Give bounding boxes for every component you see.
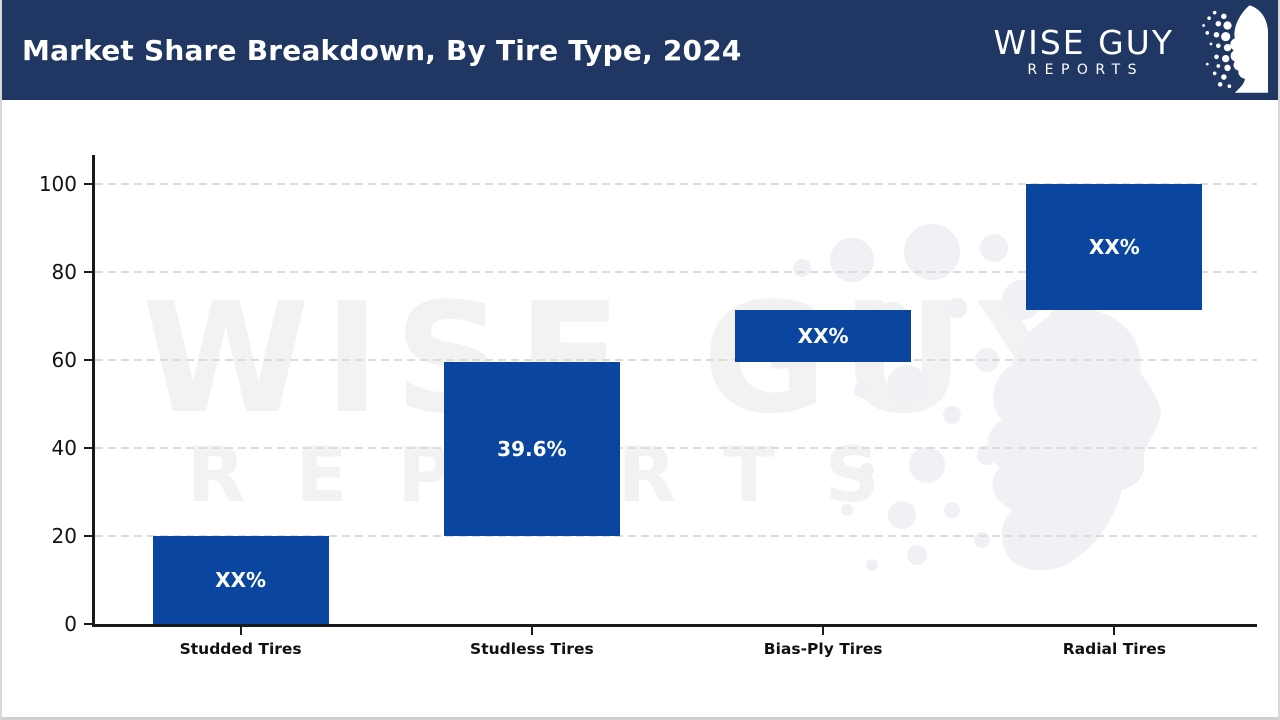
- bar-radial-tires: XX%: [1026, 184, 1203, 310]
- x-axis-label: Bias-Ply Tires: [763, 640, 883, 658]
- bar-value-label: XX%: [797, 323, 849, 348]
- gridline: [95, 183, 1257, 185]
- wiseguy-logo-face-icon: [1202, 5, 1268, 93]
- bar-bias-ply-tires: XX%: [735, 309, 912, 362]
- x-tick: [1113, 627, 1116, 635]
- logo-subtitle: REPORTS: [1027, 62, 1145, 79]
- y-tick-label: 40: [51, 436, 77, 460]
- y-tick: [84, 623, 92, 625]
- x-axis-label: Studded Tires: [179, 640, 302, 658]
- plot: 0 20 40 60 80 100 XX% Studded Tires 39.6% Studles…: [39, 155, 1257, 658]
- y-tick: [84, 359, 92, 361]
- y-tick-label: 60: [51, 348, 77, 372]
- y-tick-label: 100: [38, 172, 77, 196]
- wiseguy-logo: WISE GUY REPORTS: [993, 5, 1268, 95]
- header: Market Share Breakdown, By Tire Type, 20…: [2, 0, 1278, 100]
- page-title: Market Share Breakdown, By Tire Type, 20…: [22, 33, 742, 67]
- bar-value-label: 39.6%: [497, 436, 567, 461]
- x-tick: [239, 627, 242, 635]
- x-axis-label: Studless Tires: [470, 640, 594, 658]
- gridline: [95, 535, 1257, 537]
- bar-studless-tires: 39.6%: [443, 361, 620, 536]
- bar-value-label: XX%: [215, 568, 267, 592]
- y-tick: [84, 447, 92, 449]
- x-axis-label: Radial Tires: [1062, 640, 1166, 658]
- y-tick: [84, 183, 92, 185]
- chart-area: WISE GUY REPORTS 020406080100XX%Studded …: [2, 100, 1278, 717]
- y-tick-label: 20: [51, 524, 77, 548]
- gridline: [95, 271, 1257, 273]
- bar-value-label: XX%: [1088, 234, 1140, 259]
- gridline: [95, 359, 1257, 361]
- bar-studded-tires: XX%: [152, 536, 329, 624]
- y-tick-label: 80: [51, 260, 77, 284]
- x-tick: [530, 627, 533, 635]
- x-tick: [822, 627, 825, 635]
- logo-text: WISE GUY REPORTS: [993, 22, 1174, 79]
- y-tick-label: 0: [64, 612, 77, 636]
- logo-wordmark: WISE GUY: [993, 22, 1174, 62]
- watermark-face-icon: [793, 224, 1161, 571]
- y-tick: [84, 535, 92, 537]
- gridline: [95, 447, 1257, 449]
- y-tick: [84, 271, 92, 273]
